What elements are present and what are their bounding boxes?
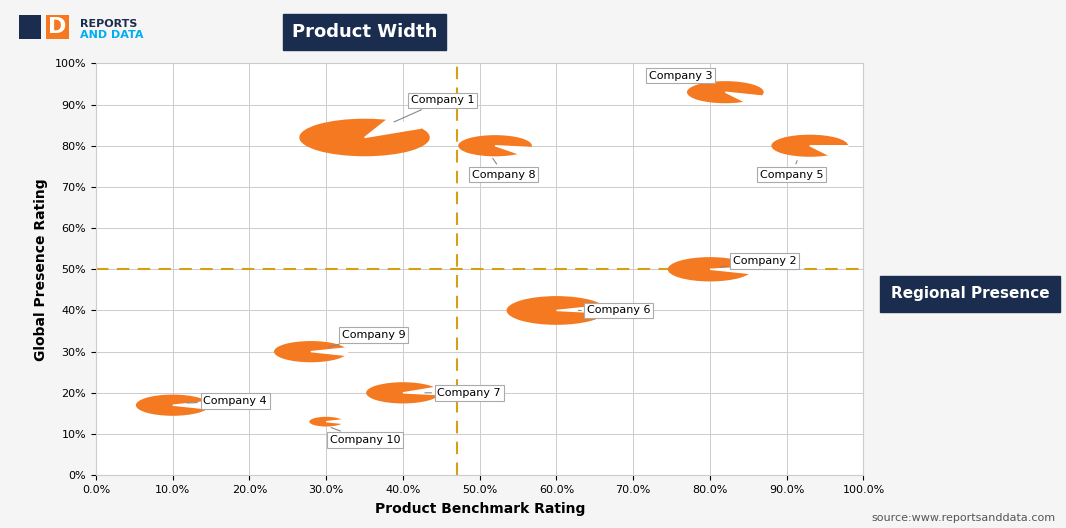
Polygon shape: [326, 420, 343, 423]
Text: REPORTS: REPORTS: [80, 19, 138, 29]
Polygon shape: [495, 146, 531, 154]
Text: Company 10: Company 10: [330, 428, 401, 445]
Y-axis label: Global Presence Rating: Global Presence Rating: [34, 178, 48, 361]
Text: source:www.reportsanddata.com: source:www.reportsanddata.com: [871, 513, 1055, 523]
Ellipse shape: [135, 394, 210, 416]
Ellipse shape: [300, 119, 430, 156]
Text: Company 5: Company 5: [760, 161, 823, 180]
Polygon shape: [710, 267, 753, 274]
Polygon shape: [810, 146, 849, 155]
Polygon shape: [725, 92, 761, 102]
Ellipse shape: [274, 341, 348, 362]
Ellipse shape: [366, 382, 440, 403]
Text: Company 2: Company 2: [721, 256, 796, 267]
Ellipse shape: [458, 135, 532, 156]
Text: Company 8: Company 8: [472, 158, 535, 180]
Text: Company 3: Company 3: [648, 71, 712, 85]
Text: Company 6: Company 6: [579, 306, 650, 315]
Text: Regional Presence: Regional Presence: [891, 287, 1049, 301]
Text: AND DATA: AND DATA: [80, 30, 144, 40]
Text: D: D: [48, 17, 66, 37]
Text: Product Width: Product Width: [292, 23, 437, 41]
Polygon shape: [173, 402, 210, 409]
Text: Company 9: Company 9: [329, 330, 405, 347]
Ellipse shape: [506, 296, 607, 325]
Ellipse shape: [687, 81, 763, 103]
X-axis label: Product Benchmark Rating: Product Benchmark Rating: [374, 502, 585, 516]
Text: Company 7: Company 7: [425, 388, 501, 398]
Text: R: R: [21, 17, 38, 37]
Text: Company 4: Company 4: [187, 396, 266, 406]
Ellipse shape: [309, 417, 343, 427]
Polygon shape: [365, 120, 421, 137]
Ellipse shape: [667, 257, 753, 281]
Text: Company 1: Company 1: [394, 96, 474, 122]
Polygon shape: [311, 348, 348, 355]
Polygon shape: [403, 388, 440, 394]
Ellipse shape: [772, 135, 849, 157]
Polygon shape: [556, 306, 607, 313]
